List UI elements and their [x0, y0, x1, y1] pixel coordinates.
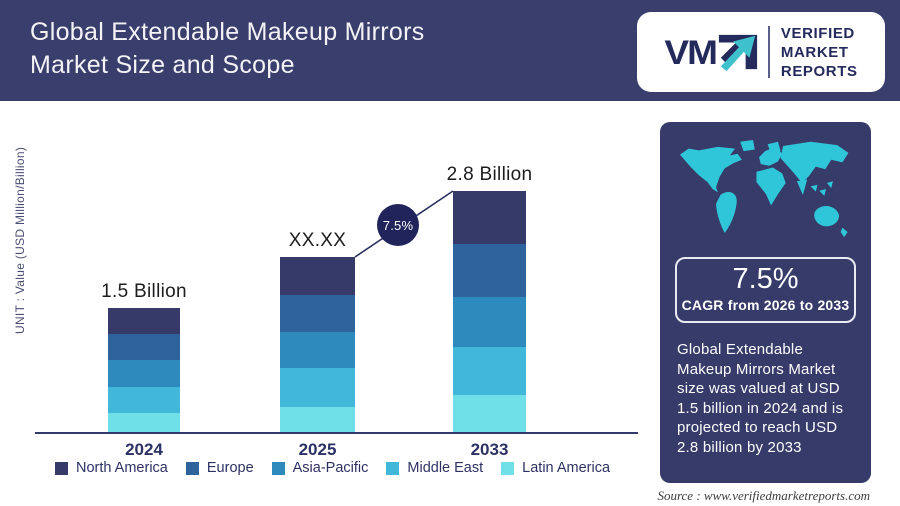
x-axis-labels: 2024 2025 2033	[35, 440, 625, 462]
bar-segment-europe	[108, 334, 180, 360]
legend-item-asia-pacific: Asia-Pacific	[271, 460, 369, 476]
bar-segment-europe	[280, 295, 355, 332]
bar-value-label-2033: 2.8 Billion	[446, 164, 533, 185]
legend-label-middle-east: Middle East	[407, 460, 484, 476]
y-axis-label: UNIT : Value (USD Million/Billion)	[13, 146, 27, 334]
vmr-logo-wordmark: VERIFIED MARKET REPORTS	[781, 24, 858, 81]
legend-item-latin-america: Latin America	[501, 460, 610, 476]
market-summary-text: Global Extendable Makeup Mirrors Market …	[677, 341, 844, 456]
legend-item-middle-east: Middle East	[386, 460, 483, 476]
legend-swatch-north-america	[55, 461, 68, 475]
bar-segment-latin-america	[108, 413, 180, 433]
page-title: Global Extendable Makeup Mirrors Market …	[30, 16, 425, 82]
logo-divider	[767, 26, 770, 78]
vmr-logo-letters: VM	[664, 33, 717, 71]
x-axis-label-2033: 2033	[470, 440, 509, 459]
legend-item-europe: Europe	[185, 460, 254, 476]
sidebar-panel: 7.5% CAGR from 2026 to 2033 Global Exten…	[660, 122, 871, 483]
bar-segment-europe	[453, 244, 526, 297]
bar-segment-asia-pacific	[108, 360, 180, 387]
bar-segment-asia-pacific	[453, 297, 526, 347]
vmr-logo: VM VERIFIED MARKET REPORTS	[637, 12, 885, 92]
header-banner: Global Extendable Makeup Mirrors Market …	[0, 0, 900, 101]
cagr-box: 7.5% CAGR from 2026 to 2033	[675, 257, 856, 323]
bar-segment-middle-east	[108, 387, 180, 413]
legend-swatch-asia-pacific	[271, 461, 285, 475]
bar-segment-north-america	[280, 257, 355, 295]
legend-swatch-latin-america	[501, 461, 515, 475]
vmr-arrow-mark-icon	[718, 34, 757, 72]
cagr-value: 7.5%	[732, 263, 799, 295]
bar-segment-latin-america	[453, 395, 526, 433]
bar-segment-middle-east	[280, 368, 355, 407]
cagr-caption: CAGR from 2026 to 2033	[681, 297, 850, 313]
legend-label-latin-america: Latin America	[522, 460, 611, 476]
bar-value-label-2024: 1.5 Billion	[101, 281, 187, 302]
logo-word-reports: REPORTS	[780, 62, 858, 80]
bar-segment-asia-pacific	[280, 332, 355, 368]
growth-rate-badge: 7.5%	[377, 204, 419, 246]
bar-segment-middle-east	[453, 347, 526, 395]
logo-word-market: MARKET	[780, 43, 849, 61]
legend-label-europe: Europe	[206, 460, 254, 476]
bar-value-label-2025: XX.XX	[288, 230, 347, 251]
bar-segment-north-america	[108, 308, 180, 334]
logo-word-verified: VERIFIED	[780, 24, 855, 42]
plot-area: 1.5 Billion XX.XX 2.8 Billion	[35, 140, 625, 433]
legend-label-north-america: North America	[76, 460, 168, 476]
legend-swatch-middle-east	[386, 461, 400, 475]
legend-label-asia-pacific: Asia-Pacific	[292, 460, 369, 476]
chart-legend: North America Europe Asia-Pacific Middle Ea…	[55, 460, 610, 476]
world-map-icon	[680, 140, 849, 238]
bar-2033: 2.8 Billion	[447, 164, 532, 433]
bar-2025: XX.XX	[280, 230, 355, 433]
legend-item-north-america: North America	[55, 460, 168, 476]
bar-segment-latin-america	[280, 407, 355, 433]
page-title-line2: Market Size and Scope	[30, 51, 295, 79]
x-axis-label-2025: 2025	[298, 440, 337, 459]
page-title-line1: Global Extendable Makeup Mirrors	[30, 18, 425, 46]
x-axis-label-2024: 2024	[125, 440, 163, 459]
bar-segment-north-america	[453, 191, 526, 244]
legend-swatch-europe	[185, 461, 199, 475]
source-attribution: Source : www.verifiedmarketreports.com	[657, 488, 870, 503]
x-axis-line	[35, 432, 638, 434]
bar-2024: 1.5 Billion	[101, 281, 187, 433]
